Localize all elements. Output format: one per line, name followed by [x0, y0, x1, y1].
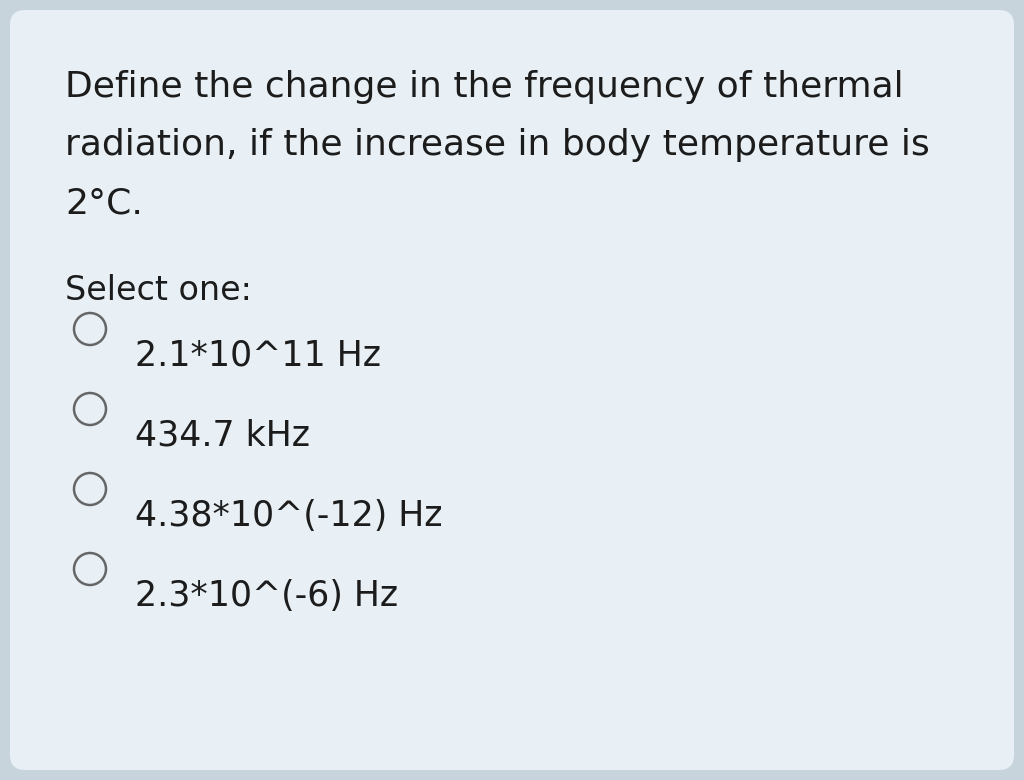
- Text: 2.1*10^11 Hz: 2.1*10^11 Hz: [135, 339, 381, 373]
- Text: Select one:: Select one:: [65, 274, 252, 307]
- Text: radiation, if the increase in body temperature is: radiation, if the increase in body tempe…: [65, 128, 930, 162]
- Text: 2.3*10^(-6) Hz: 2.3*10^(-6) Hz: [135, 579, 398, 613]
- Circle shape: [74, 553, 106, 585]
- Circle shape: [74, 393, 106, 425]
- Text: Define the change in the frequency of thermal: Define the change in the frequency of th…: [65, 70, 903, 104]
- Text: 434.7 kHz: 434.7 kHz: [135, 419, 310, 453]
- FancyBboxPatch shape: [10, 10, 1014, 770]
- Text: 2°C.: 2°C.: [65, 186, 143, 220]
- Text: 4.38*10^(-12) Hz: 4.38*10^(-12) Hz: [135, 499, 442, 533]
- Circle shape: [74, 313, 106, 345]
- Circle shape: [74, 473, 106, 505]
